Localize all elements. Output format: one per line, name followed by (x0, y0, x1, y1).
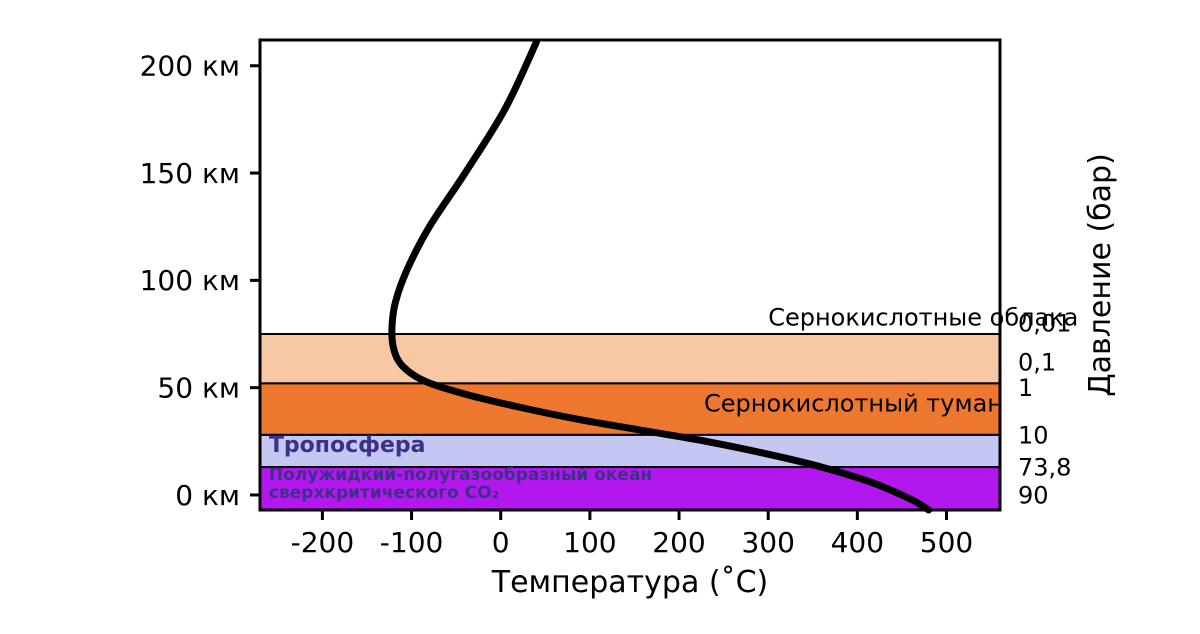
pressure-tick-label: 0,1 (1018, 348, 1056, 376)
x-tick-label: -100 (380, 526, 444, 559)
co2-ocean-band-label: сверхкритического CO₂ (269, 483, 499, 503)
x-tick-label: 500 (920, 526, 973, 559)
y-tick-label: 50 км (157, 371, 240, 404)
pressure-tick-label: 1 (1018, 374, 1033, 402)
y-tick-label: 100 км (140, 264, 240, 297)
y-tick-label: 200 км (140, 50, 240, 83)
y-tick-label: 150 км (140, 157, 240, 190)
x-tick-label: 0 (492, 526, 510, 559)
atmosphere-chart: Сернокислотные облакаСернокислотный тума… (0, 0, 1200, 634)
x-tick-label: 400 (831, 526, 884, 559)
x-axis-label: Температура (˚C) (491, 565, 768, 600)
x-tick-label: 300 (741, 526, 794, 559)
pressure-axis-label: Давление (бар) (1083, 153, 1118, 397)
y-tick-label: 0 км (175, 479, 240, 512)
pressure-tick-label: 10 (1018, 421, 1049, 449)
pressure-tick-label: 0,01 (1018, 310, 1071, 338)
x-tick-label: 100 (563, 526, 616, 559)
haze-band-label: Сернокислотный туман (704, 389, 1003, 417)
clouds-band (260, 334, 1000, 383)
troposphere-band-label: Тропосфера (269, 433, 426, 458)
pressure-tick-label: 90 (1018, 481, 1049, 509)
pressure-tick-label: 73,8 (1018, 453, 1071, 481)
chart-svg: Сернокислотные облакаСернокислотный тума… (0, 0, 1200, 634)
x-tick-label: -200 (291, 526, 355, 559)
x-tick-label: 200 (652, 526, 705, 559)
